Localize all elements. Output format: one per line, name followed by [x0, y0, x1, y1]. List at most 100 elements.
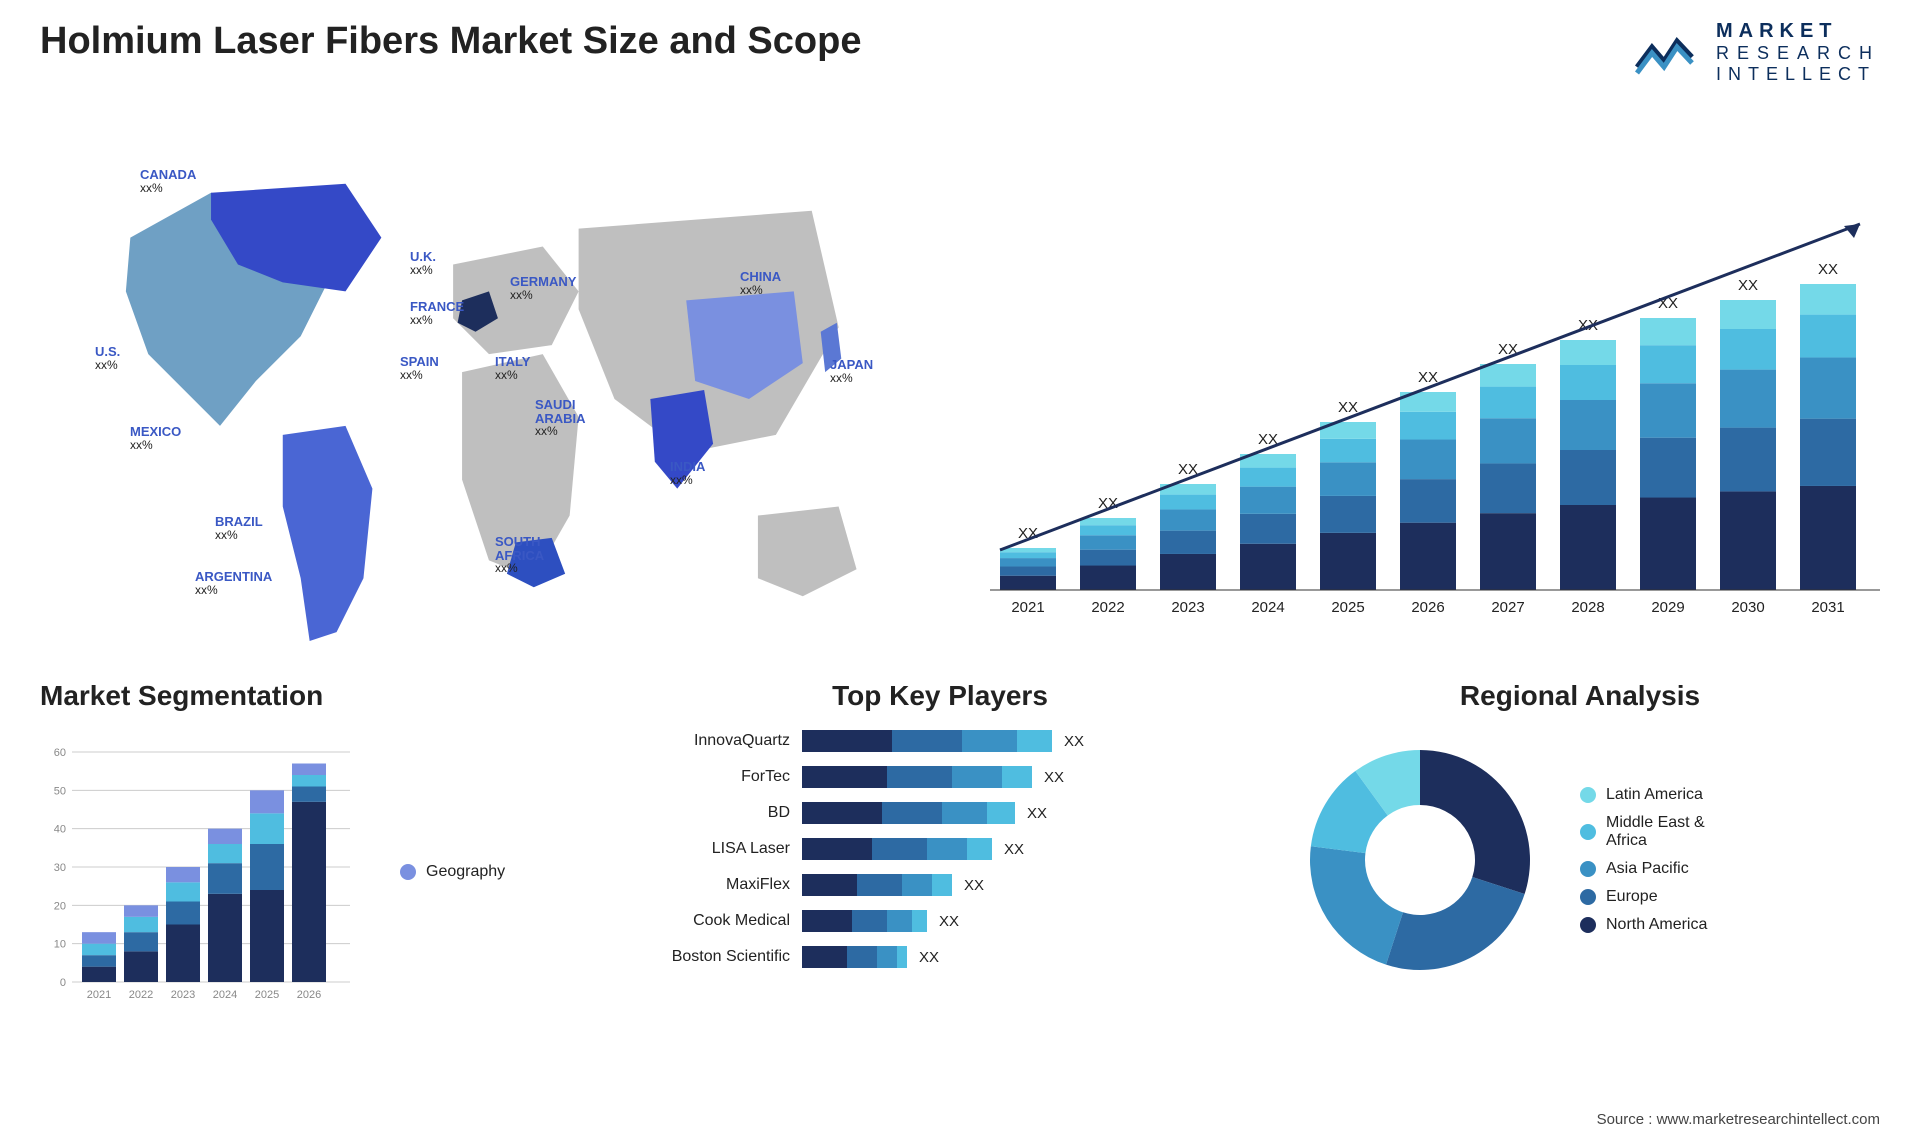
player-bar	[802, 910, 927, 932]
brand-logo: MARKET RESEARCH INTELLECT	[1632, 20, 1880, 84]
regional-legend-row: Latin America	[1580, 786, 1707, 804]
seg-bar-seg	[208, 829, 242, 844]
player-bar-seg	[802, 838, 872, 860]
growth-bar-seg	[1400, 479, 1456, 523]
seg-ytick: 20	[54, 900, 66, 912]
growth-bar-seg	[1080, 535, 1136, 549]
growth-bar-seg	[1640, 345, 1696, 383]
growth-year-label: 2024	[1251, 599, 1284, 616]
segmentation-chart: 0102030405060202120222023202420252026	[40, 732, 370, 1012]
seg-bar-seg	[166, 925, 200, 983]
growth-bar-seg	[1800, 315, 1856, 358]
growth-bar-seg	[1400, 440, 1456, 480]
player-bar-seg	[887, 766, 952, 788]
growth-bar-seg	[1560, 365, 1616, 400]
seg-bar-seg	[124, 905, 158, 917]
growth-bar-seg	[1160, 509, 1216, 530]
player-bar-seg	[1017, 730, 1052, 752]
growth-bar-seg	[1240, 544, 1296, 590]
map-label-india: INDIAxx%	[670, 460, 705, 486]
growth-year-label: 2025	[1331, 599, 1364, 616]
map-label-canada: CANADAxx%	[140, 168, 196, 194]
growth-year-label: 2027	[1491, 599, 1524, 616]
growth-year-label: 2023	[1171, 599, 1204, 616]
growth-bar-seg	[1480, 418, 1536, 463]
seg-ytick: 30	[54, 862, 66, 874]
seg-bar-seg	[124, 917, 158, 932]
seg-year-label: 2021	[87, 989, 111, 1001]
player-bar-seg	[1002, 766, 1032, 788]
legend-dot-icon	[1580, 917, 1596, 933]
growth-bar-seg	[1080, 518, 1136, 525]
logo-icon	[1632, 27, 1702, 77]
growth-bar-seg	[1720, 329, 1776, 370]
growth-year-label: 2026	[1411, 599, 1444, 616]
map-label-mexico: MEXICOxx%	[130, 425, 181, 451]
world-map	[40, 130, 920, 650]
regional-legend-label: North America	[1606, 916, 1707, 934]
player-label: InnovaQuartz	[620, 732, 802, 750]
player-bar-seg	[802, 730, 892, 752]
player-bar	[802, 838, 992, 860]
regional-legend-row: Asia Pacific	[1580, 860, 1707, 878]
growth-bar-seg	[1560, 450, 1616, 505]
player-bar-seg	[912, 910, 927, 932]
player-bar-seg	[852, 910, 887, 932]
seg-year-label: 2026	[297, 989, 321, 1001]
player-row: ForTecXX	[620, 762, 1260, 792]
player-label: Boston Scientific	[620, 948, 802, 966]
seg-ytick: 50	[54, 785, 66, 797]
growth-bar-seg	[1160, 531, 1216, 554]
growth-bar-seg	[1480, 513, 1536, 590]
player-bar-seg	[942, 802, 987, 824]
seg-bar-seg	[166, 867, 200, 882]
seg-bar-seg	[208, 863, 242, 894]
player-value: XX	[939, 913, 959, 930]
growth-year-label: 2028	[1571, 599, 1604, 616]
growth-bar-seg	[1160, 495, 1216, 510]
player-bar-seg	[847, 946, 877, 968]
seg-bar-seg	[250, 790, 284, 813]
growth-bar-seg	[1640, 383, 1696, 437]
player-bar-seg	[872, 838, 927, 860]
growth-chart-panel: XX2021XX2022XX2023XX2024XX2025XX2026XX20…	[970, 130, 1880, 650]
player-bar-seg	[967, 838, 992, 860]
growth-bar-label: XX	[1738, 277, 1758, 294]
map-label-u-s-: U.S.xx%	[95, 345, 120, 371]
player-bar-seg	[987, 802, 1015, 824]
seg-bar-seg	[82, 932, 116, 944]
growth-bar-seg	[1800, 284, 1856, 315]
regional-legend-row: North America	[1580, 916, 1707, 934]
seg-bar-seg	[292, 787, 326, 802]
growth-bar-seg	[1240, 487, 1296, 514]
seg-bar-seg	[82, 944, 116, 956]
growth-chart: XX2021XX2022XX2023XX2024XX2025XX2026XX20…	[970, 130, 1880, 650]
growth-year-label: 2021	[1011, 599, 1044, 616]
seg-bar-seg	[82, 967, 116, 982]
map-label-brazil: BRAZILxx%	[215, 515, 263, 541]
player-row: MaxiFlexXX	[620, 870, 1260, 900]
regional-title: Regional Analysis	[1280, 680, 1880, 712]
growth-bar-seg	[1800, 419, 1856, 486]
regional-legend-row: Europe	[1580, 888, 1707, 906]
player-row: Boston ScientificXX	[620, 942, 1260, 972]
regional-panel: Regional Analysis Latin America Middle Ea…	[1280, 680, 1880, 1070]
map-label-spain: SPAINxx%	[400, 355, 439, 381]
map-label-argentina: ARGENTINAxx%	[195, 570, 272, 596]
regional-legend-label: Europe	[1606, 888, 1658, 906]
player-row: BDXX	[620, 798, 1260, 828]
seg-bar-seg	[208, 844, 242, 863]
growth-bar-seg	[1480, 364, 1536, 387]
regional-legend-row: Middle East &Africa	[1580, 814, 1707, 850]
growth-bar-seg	[1560, 505, 1616, 590]
regional-legend-label: Latin America	[1606, 786, 1703, 804]
segmentation-panel: Market Segmentation 01020304050602021202…	[40, 680, 600, 1070]
player-bar	[802, 874, 952, 896]
player-bar-seg	[877, 946, 897, 968]
growth-bar-seg	[1640, 498, 1696, 590]
player-bar-seg	[857, 874, 902, 896]
seg-bar-seg	[250, 813, 284, 844]
seg-ytick: 10	[54, 939, 66, 951]
player-bar	[802, 802, 1015, 824]
player-bar-seg	[802, 802, 882, 824]
